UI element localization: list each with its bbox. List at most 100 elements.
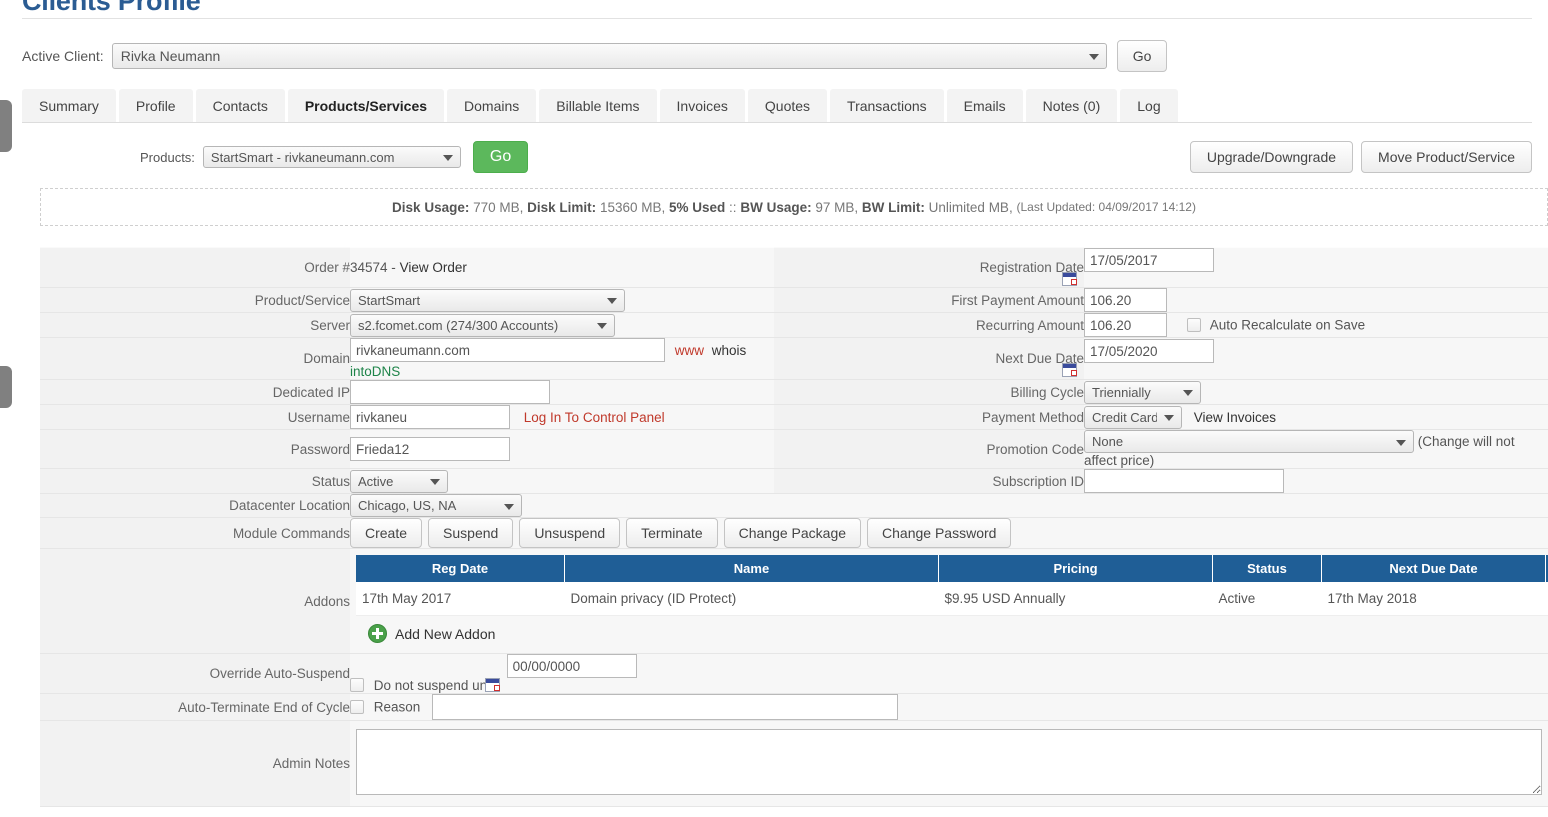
addon-pricing: $9.95 USD Annually — [938, 582, 1213, 616]
tab-profile[interactable]: Profile — [118, 89, 193, 122]
tab-emails[interactable]: Emails — [946, 89, 1023, 122]
edge-tab-upper[interactable] — [0, 100, 12, 152]
addon-reg-date: 17th May 2017 — [356, 582, 565, 616]
change-password-button[interactable]: Change Password — [867, 518, 1012, 548]
active-client-select[interactable]: Rivka Neumann — [111, 43, 1107, 69]
title-divider — [22, 18, 1532, 19]
first-payment-input[interactable] — [1084, 288, 1167, 312]
tab-notes[interactable]: Notes (0) — [1025, 89, 1118, 122]
auto-recalculate-checkbox[interactable] — [1186, 317, 1201, 332]
products-go-button[interactable]: Go — [472, 141, 529, 173]
usage-summary-box: Disk Usage: 770 MB, Disk Limit: 15360 MB… — [40, 188, 1548, 226]
domain-www-link[interactable]: www — [674, 342, 705, 358]
edge-tab-lower[interactable] — [0, 366, 12, 408]
row-status-subscription: Status Active Subscription ID — [40, 468, 1548, 494]
calendar-icon[interactable] — [1062, 272, 1078, 287]
terminate-button[interactable]: Terminate — [626, 518, 718, 548]
datacenter-select-wrap[interactable]: Chicago, US, NA — [350, 494, 522, 517]
do-not-suspend-date-input[interactable] — [506, 654, 637, 678]
control-panel-login-link[interactable]: Log In To Control Panel — [523, 409, 665, 425]
next-due-date-input[interactable] — [1084, 339, 1214, 363]
domain-label: Domain — [40, 337, 350, 380]
domain-input[interactable] — [350, 338, 665, 362]
add-new-addon-label: Add New Addon — [395, 625, 496, 642]
override-auto-suspend-checkbox[interactable] — [350, 678, 364, 692]
override-auto-suspend-label: Override Auto-Suspend — [40, 653, 350, 694]
domain-whois-link[interactable]: whois — [711, 342, 747, 358]
active-client-select-wrap[interactable]: Rivka Neumann — [111, 43, 1107, 69]
recurring-amount-input[interactable] — [1084, 313, 1167, 337]
addon-name: Domain privacy (ID Protect) — [564, 582, 939, 616]
tab-products-services[interactable]: Products/Services — [287, 89, 445, 122]
tab-invoices[interactable]: Invoices — [659, 89, 745, 122]
status-select[interactable]: Active — [350, 469, 448, 493]
view-invoices-link[interactable]: View Invoices — [1193, 409, 1277, 425]
subscription-id-label: Subscription ID — [774, 468, 1084, 494]
view-order-link[interactable]: View Order — [399, 260, 467, 275]
bw-usage-value: 97 MB, — [815, 199, 859, 215]
promotion-code-select[interactable]: None — [1084, 430, 1414, 453]
datacenter-select[interactable]: Chicago, US, NA — [350, 494, 522, 517]
product-service-select-wrap[interactable]: StartSmart — [350, 288, 625, 312]
disk-usage-label: Disk Usage: — [392, 199, 470, 215]
auto-terminate-checkbox[interactable] — [350, 699, 364, 714]
subscription-id-input[interactable] — [1084, 469, 1284, 493]
status-select-wrap[interactable]: Active — [350, 469, 448, 493]
admin-notes-textarea[interactable] — [356, 729, 1542, 795]
addons-table-row: 17th May 2017 Domain privacy (ID Protect… — [356, 582, 1548, 616]
client-go-button[interactable]: Go — [1116, 40, 1168, 72]
auto-terminate-cell: Reason — [350, 693, 1548, 721]
tab-log[interactable]: Log — [1120, 89, 1178, 122]
product-service-select[interactable]: StartSmart — [350, 288, 625, 312]
password-input[interactable] — [350, 437, 510, 461]
domain-cell: www whois intoDNS — [350, 337, 774, 380]
active-client-label: Active Client: — [22, 48, 104, 64]
suspend-button[interactable]: Suspend — [428, 518, 514, 548]
next-due-date-label: Next Due Date — [774, 337, 1084, 380]
billing-cycle-label: Billing Cycle — [774, 379, 1084, 405]
tab-transactions[interactable]: Transactions — [830, 89, 944, 122]
upgrade-downgrade-button[interactable]: Upgrade/Downgrade — [1189, 141, 1354, 173]
payment-method-select-wrap[interactable]: Credit Card — [1084, 405, 1182, 429]
products-select[interactable]: StartSmart - rivkaneumann.com — [202, 146, 461, 168]
server-select-wrap[interactable]: s2.fcomet.com (274/300 Accounts) — [350, 313, 615, 337]
addons-cell: Reg Date Name Pricing Status Next Due Da… — [350, 548, 1548, 654]
username-input[interactable] — [350, 405, 510, 429]
reason-input[interactable] — [432, 694, 899, 720]
order-value-cell: 34574 - View Order — [350, 247, 774, 288]
datacenter-location-cell: Chicago, US, NA — [350, 493, 1548, 518]
unsuspend-button[interactable]: Unsuspend — [519, 518, 621, 548]
billing-cycle-select[interactable]: Triennially — [1084, 380, 1201, 404]
row-override-auto-suspend: Override Auto-Suspend Do not suspend unt… — [40, 653, 1548, 694]
registration-date-input[interactable] — [1084, 248, 1214, 272]
domain-intodns-link[interactable]: intoDNS — [350, 364, 401, 379]
recurring-amount-label: Recurring Amount — [774, 312, 1084, 338]
billing-cycle-select-wrap[interactable]: Triennially — [1084, 380, 1201, 404]
products-select-wrap[interactable]: StartSmart - rivkaneumann.com — [202, 146, 461, 168]
change-package-button[interactable]: Change Package — [723, 518, 862, 548]
tabs-divider — [22, 122, 1532, 123]
tab-billable-items[interactable]: Billable Items — [539, 89, 657, 122]
calendar-icon[interactable] — [1062, 363, 1078, 378]
promotion-code-select-wrap[interactable]: None — [1084, 430, 1414, 453]
auto-terminate-label: Auto-Terminate End of Cycle — [40, 693, 350, 721]
addon-edit-cell[interactable] — [1545, 582, 1548, 616]
tab-contacts[interactable]: Contacts — [195, 89, 285, 122]
dedicated-ip-input[interactable] — [350, 380, 550, 404]
tab-domains[interactable]: Domains — [447, 89, 537, 122]
create-button[interactable]: Create — [350, 518, 423, 548]
addons-header-row: Reg Date Name Pricing Status Next Due Da… — [356, 555, 1548, 582]
addons-label: Addons — [40, 548, 350, 654]
payment-method-select[interactable]: Credit Card — [1084, 405, 1182, 429]
tab-summary[interactable]: Summary — [22, 89, 116, 122]
calendar-icon[interactable] — [484, 678, 501, 693]
tab-quotes[interactable]: Quotes — [747, 89, 828, 122]
server-select[interactable]: s2.fcomet.com (274/300 Accounts) — [350, 313, 615, 337]
active-client-row: Active Client: Rivka Neumann Go — [22, 40, 1168, 72]
password-label: Password — [40, 429, 350, 469]
dedicated-ip-cell — [350, 379, 774, 405]
registration-date-label: Registration Date — [774, 247, 1084, 288]
admin-notes-cell — [350, 720, 1548, 807]
add-new-addon-button[interactable]: Add New Addon — [356, 616, 1542, 647]
move-product-service-button[interactable]: Move Product/Service — [1361, 141, 1532, 173]
